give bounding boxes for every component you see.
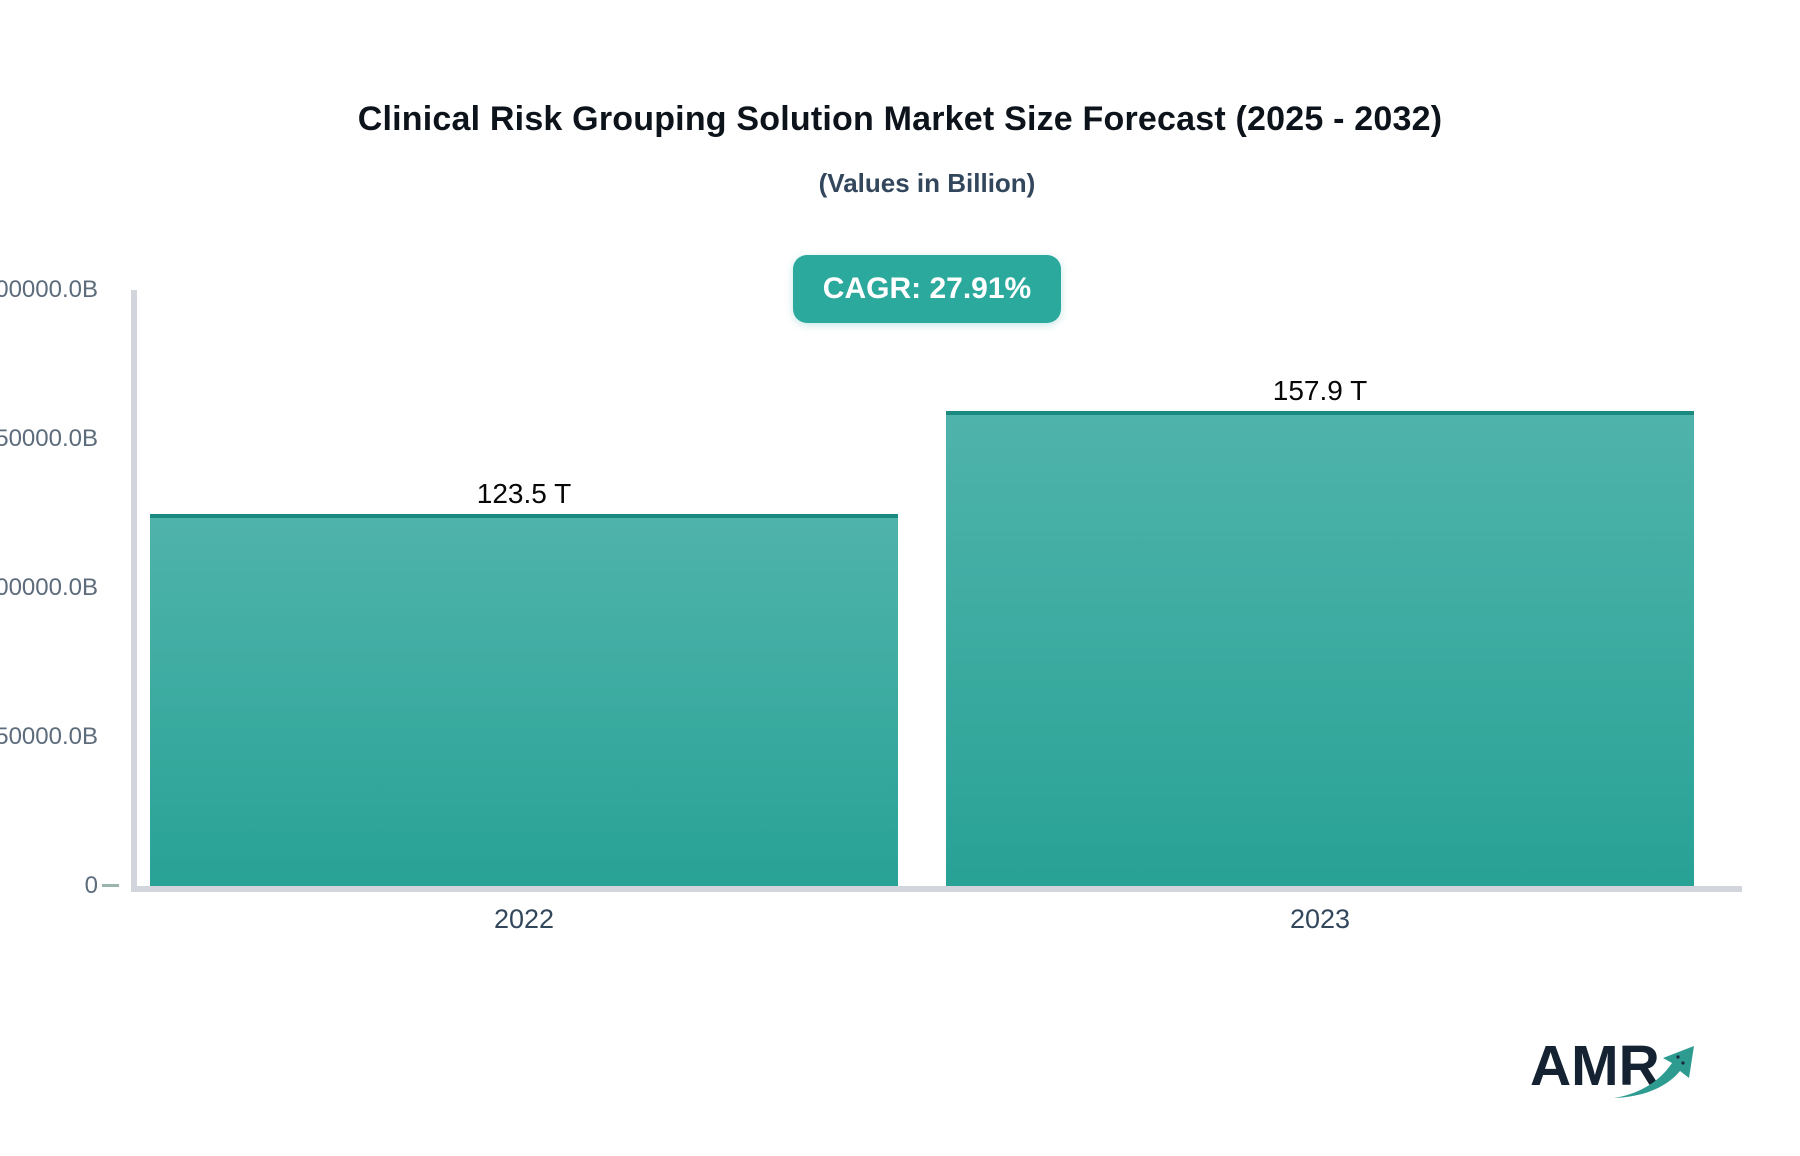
bar-2022 xyxy=(150,514,898,886)
bar-group-2022: 123.5 T 2022 xyxy=(150,290,898,934)
x-axis-line xyxy=(131,886,1742,892)
amr-logo-arrow-icon xyxy=(1614,1046,1694,1098)
y-axis-tick-label: 50000.0B xyxy=(0,723,98,750)
amr-logo-graphic: AMR xyxy=(1530,1034,1694,1098)
y-axis-line xyxy=(131,290,137,892)
chart-title: Clinical Risk Grouping Solution Market S… xyxy=(357,100,1443,138)
bar-group-2023: 157.9 T 2023 xyxy=(946,290,1694,934)
x-axis-label-2022: 2022 xyxy=(493,904,555,934)
cagr-badge: CAGR: 27.91% xyxy=(792,255,1062,323)
y-axis-tick-label: 100000.0B xyxy=(0,574,98,601)
y-axis-tick-label: 200000.0B xyxy=(0,276,98,303)
amr-logo: AMR xyxy=(1528,1025,1718,1115)
zero-tick-mark xyxy=(102,884,119,887)
bar-value-label-2023: 157.9 T xyxy=(1272,375,1368,406)
amr-logo-arrow-dot xyxy=(1681,1061,1685,1065)
cagr-badge-row: CAGR: 27.91% xyxy=(27,255,1800,323)
bar-2023 xyxy=(946,411,1694,886)
x-axis-label-2023: 2023 xyxy=(1289,904,1351,934)
y-axis-tick-label: 150000.0B xyxy=(0,425,98,452)
amr-logo-text: AMR xyxy=(1530,1034,1660,1098)
y-axis-tick-label: 0 xyxy=(84,872,98,899)
amr-logo-arrow-dot xyxy=(1676,1055,1680,1059)
bar-value-label-2022: 123.5 T xyxy=(476,478,572,509)
chart-subtitle: (Values in Billion) xyxy=(818,168,1036,198)
